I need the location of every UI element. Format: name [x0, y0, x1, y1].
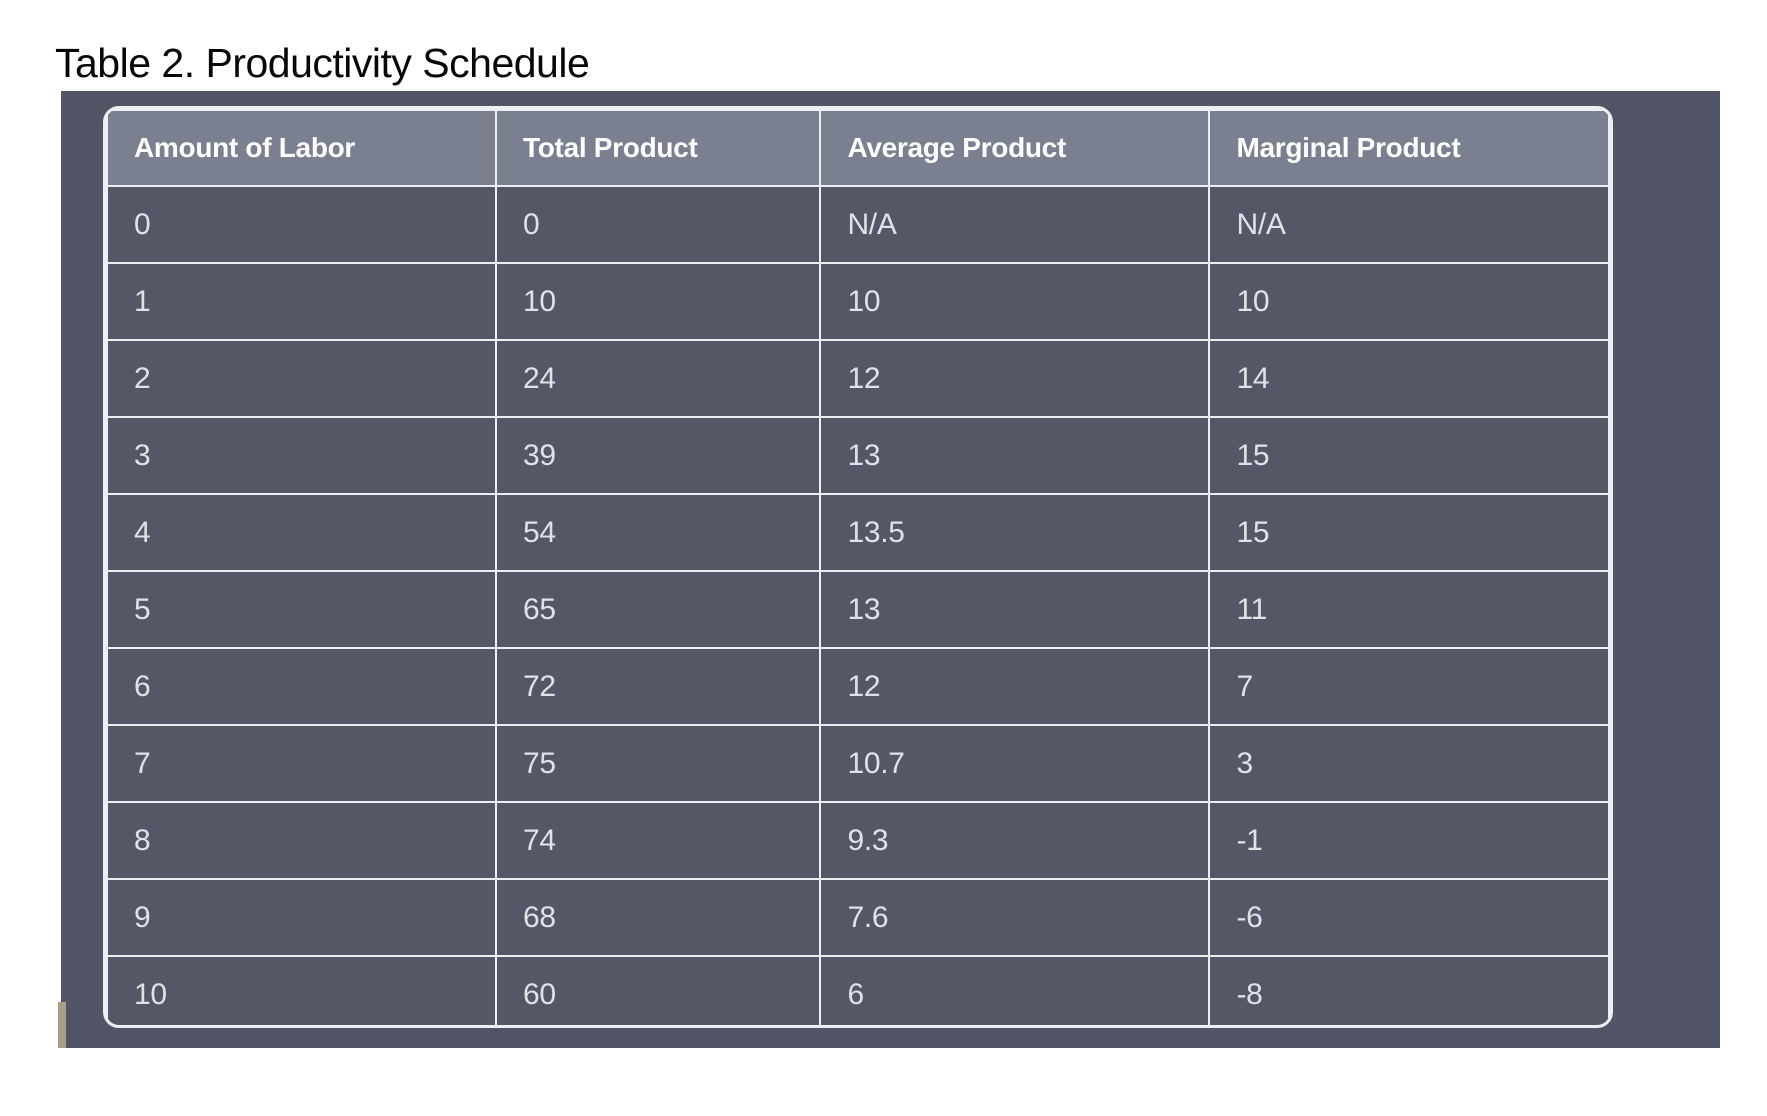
table-cell: 65 [495, 570, 822, 649]
table-row: 9 68 7.6 -6 [106, 878, 1610, 957]
table-cell: 15 [1208, 493, 1610, 572]
edge-artifact [58, 1002, 66, 1048]
table-row: 2 24 12 14 [106, 339, 1610, 418]
table-cell: 2 [106, 339, 498, 418]
table-header-row: Amount of Labor Total Product Average Prod… [106, 109, 1610, 187]
table-cell: 13.5 [819, 493, 1211, 572]
column-header: Total Product [495, 109, 822, 187]
table-row: 3 39 13 15 [106, 416, 1610, 495]
table-cell: 75 [495, 724, 822, 803]
table-cell: N/A [1208, 185, 1610, 264]
table-cell: 5 [106, 570, 498, 649]
table-row: 7 75 10.7 3 [106, 724, 1610, 803]
table-cell: 14 [1208, 339, 1610, 418]
table-cell: 6 [819, 955, 1211, 1025]
column-header: Average Product [819, 109, 1211, 187]
table-row: 0 0 N/A N/A [106, 185, 1610, 264]
column-header: Amount of Labor [106, 109, 498, 187]
table-cell: 12 [819, 339, 1211, 418]
table-cell: 10 [495, 262, 822, 341]
table-cell: N/A [819, 185, 1211, 264]
table-cell: 54 [495, 493, 822, 572]
table-cell: 0 [106, 185, 498, 264]
table-row: 10 60 6 -8 [106, 955, 1610, 1025]
table-cell: 74 [495, 801, 822, 880]
table-cell: 1 [106, 262, 498, 341]
productivity-schedule-table: Amount of Labor Total Product Average Prod… [106, 109, 1610, 1025]
table-cell: 39 [495, 416, 822, 495]
table-cell: 9 [106, 878, 498, 957]
table-cell: 15 [1208, 416, 1610, 495]
table-cell: 60 [495, 955, 822, 1025]
table-cell: 7 [1208, 647, 1610, 726]
table-cell: 10 [106, 955, 498, 1025]
table-cell: 13 [819, 570, 1211, 649]
table-panel: Amount of Labor Total Product Average Prod… [58, 91, 1720, 1048]
table-cell: 9.3 [819, 801, 1211, 880]
table-cell: 10.7 [819, 724, 1211, 803]
table-cell: 7 [106, 724, 498, 803]
table-cell: 7.6 [819, 878, 1211, 957]
table-cell: 72 [495, 647, 822, 726]
table-cell: -6 [1208, 878, 1610, 957]
table-cell: 12 [819, 647, 1211, 726]
table-cell: 8 [106, 801, 498, 880]
table-cell: 24 [495, 339, 822, 418]
table-row: 8 74 9.3 -1 [106, 801, 1610, 880]
table-row: 4 54 13.5 15 [106, 493, 1610, 572]
table-cell: 3 [1208, 724, 1610, 803]
table-row: 5 65 13 11 [106, 570, 1610, 649]
table-row: 1 10 10 10 [106, 262, 1610, 341]
table-row: 6 72 12 7 [106, 647, 1610, 726]
table-cell: 11 [1208, 570, 1610, 649]
table-cell: 6 [106, 647, 498, 726]
column-header: Marginal Product [1208, 109, 1610, 187]
table-cell: 68 [495, 878, 822, 957]
table-cell: 13 [819, 416, 1211, 495]
productivity-table: Amount of Labor Total Product Average Prod… [103, 106, 1613, 1028]
table-cell: 10 [1208, 262, 1610, 341]
page-title: Table 2. Productivity Schedule [55, 40, 590, 86]
table-cell: -8 [1208, 955, 1610, 1025]
table-cell: -1 [1208, 801, 1610, 880]
table-cell: 3 [106, 416, 498, 495]
table-cell: 4 [106, 493, 498, 572]
table-cell: 10 [819, 262, 1211, 341]
table-cell: 0 [495, 185, 822, 264]
